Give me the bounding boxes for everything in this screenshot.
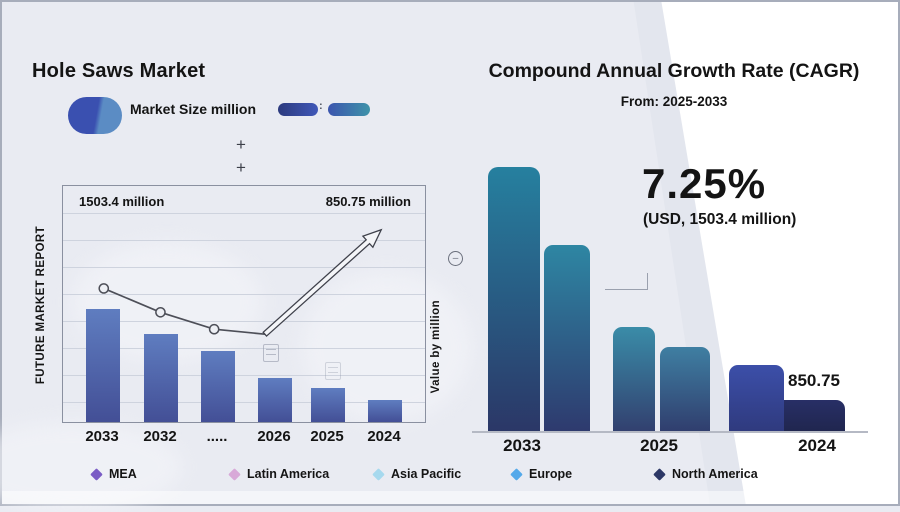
legend-diamond-icon: [653, 467, 666, 481]
market-size-bar-.....: [201, 351, 235, 422]
legend-diamond-icon: [228, 467, 241, 481]
minus-glyph: –: [452, 252, 459, 264]
value-2024-label: 850.75 million: [325, 194, 411, 209]
legend-item-north-america[interactable]: North America: [653, 466, 758, 482]
watermark-icon: [325, 362, 341, 380]
gridline: [63, 213, 425, 214]
cagr-bar-2024-1: [729, 365, 784, 431]
page-title: Hole Saws Market: [32, 60, 206, 82]
left-chart-category-2: 2032: [143, 428, 177, 445]
watermark-icon: [263, 344, 279, 362]
left-chart-category-1: 2033: [85, 428, 119, 445]
cagr-bar-2033-1: [488, 167, 540, 431]
cagr-bar-2025-2: [660, 347, 710, 431]
cagr-detail: (USD, 1503.4 million): [643, 211, 797, 228]
legend-label: MEA: [109, 467, 137, 481]
market-size-label: Market Size million: [130, 101, 257, 117]
cagr-title: Compound Annual Growth Rate (CAGR): [488, 60, 860, 82]
legend-diamond-icon: [90, 467, 103, 481]
legend-item-europe[interactable]: Europe: [510, 466, 573, 482]
ratio-pill-right-icon: [328, 103, 370, 116]
market-size-bar-2024: [368, 400, 402, 422]
minus-circle-icon[interactable]: –: [448, 251, 463, 266]
cagr-chart-baseline: [472, 431, 868, 433]
cagr-subtitle: From: 2025-2033: [620, 94, 728, 109]
plus-mark: +: [236, 158, 246, 177]
left-axis-watermark-text: FUTURE MARKET REPORT: [35, 226, 47, 385]
gridline: [63, 267, 425, 268]
bottom-band: [2, 491, 898, 504]
legend-label: Latin America: [247, 467, 330, 481]
market-size-bar-2033: [86, 309, 120, 422]
ratio-colon: :: [319, 100, 323, 112]
plus-mark: +: [236, 135, 246, 154]
legend-diamond-icon: [510, 467, 523, 481]
gridline: [63, 321, 425, 322]
trendline-arrow-chart: [98, 228, 383, 337]
legend-item-asia-pacific[interactable]: Asia Pacific: [372, 466, 462, 482]
cagr-category-2033: 2033: [503, 436, 541, 455]
ratio-pill-left-icon: [278, 103, 318, 116]
left-chart-category-4: 2026: [257, 428, 291, 445]
market-size-bar-2026: [258, 378, 292, 422]
cagr-category-2024: 2024: [798, 436, 836, 455]
legend-item-latin-america[interactable]: Latin America: [228, 466, 330, 482]
cagr-bar-2025-1: [613, 327, 655, 431]
left-chart-category-5: 2025: [310, 428, 344, 445]
value-axis-label: Value by million: [430, 300, 442, 394]
cagr-category-2025: 2025: [640, 436, 678, 455]
corner-step-decoration: [605, 273, 648, 290]
legend-item-mea[interactable]: MEA: [90, 466, 137, 482]
gridline: [63, 294, 425, 295]
value-2033-label: 1503.4 million: [79, 194, 165, 209]
market-size-bar-2032: [144, 334, 178, 422]
legend-diamond-icon: [372, 467, 385, 481]
market-size-chart[interactable]: 1503.4 million 850.75 million: [62, 185, 426, 423]
gridline: [63, 402, 425, 403]
left-chart-category-6: 2024: [367, 428, 401, 445]
cagr-bar-2033-2: [544, 245, 590, 431]
left-chart-category-3: .....: [206, 428, 228, 445]
cagr-value: 7.25%: [642, 160, 767, 207]
gridline: [63, 348, 425, 349]
bar-value-850: 850.75: [788, 371, 840, 390]
legend-label: North America: [672, 467, 758, 481]
cagr-bar-2024-2: [784, 400, 845, 431]
market-size-cylinder-icon: [68, 97, 122, 134]
market-size-bar-2025: [311, 388, 345, 422]
gridline: [63, 375, 425, 376]
legend-label: Europe: [529, 467, 573, 481]
left-chart-category-row: 2033 2032..... 2026 2025 2024: [62, 428, 426, 448]
gridline: [63, 240, 425, 241]
legend-label: Asia Pacific: [391, 467, 462, 481]
